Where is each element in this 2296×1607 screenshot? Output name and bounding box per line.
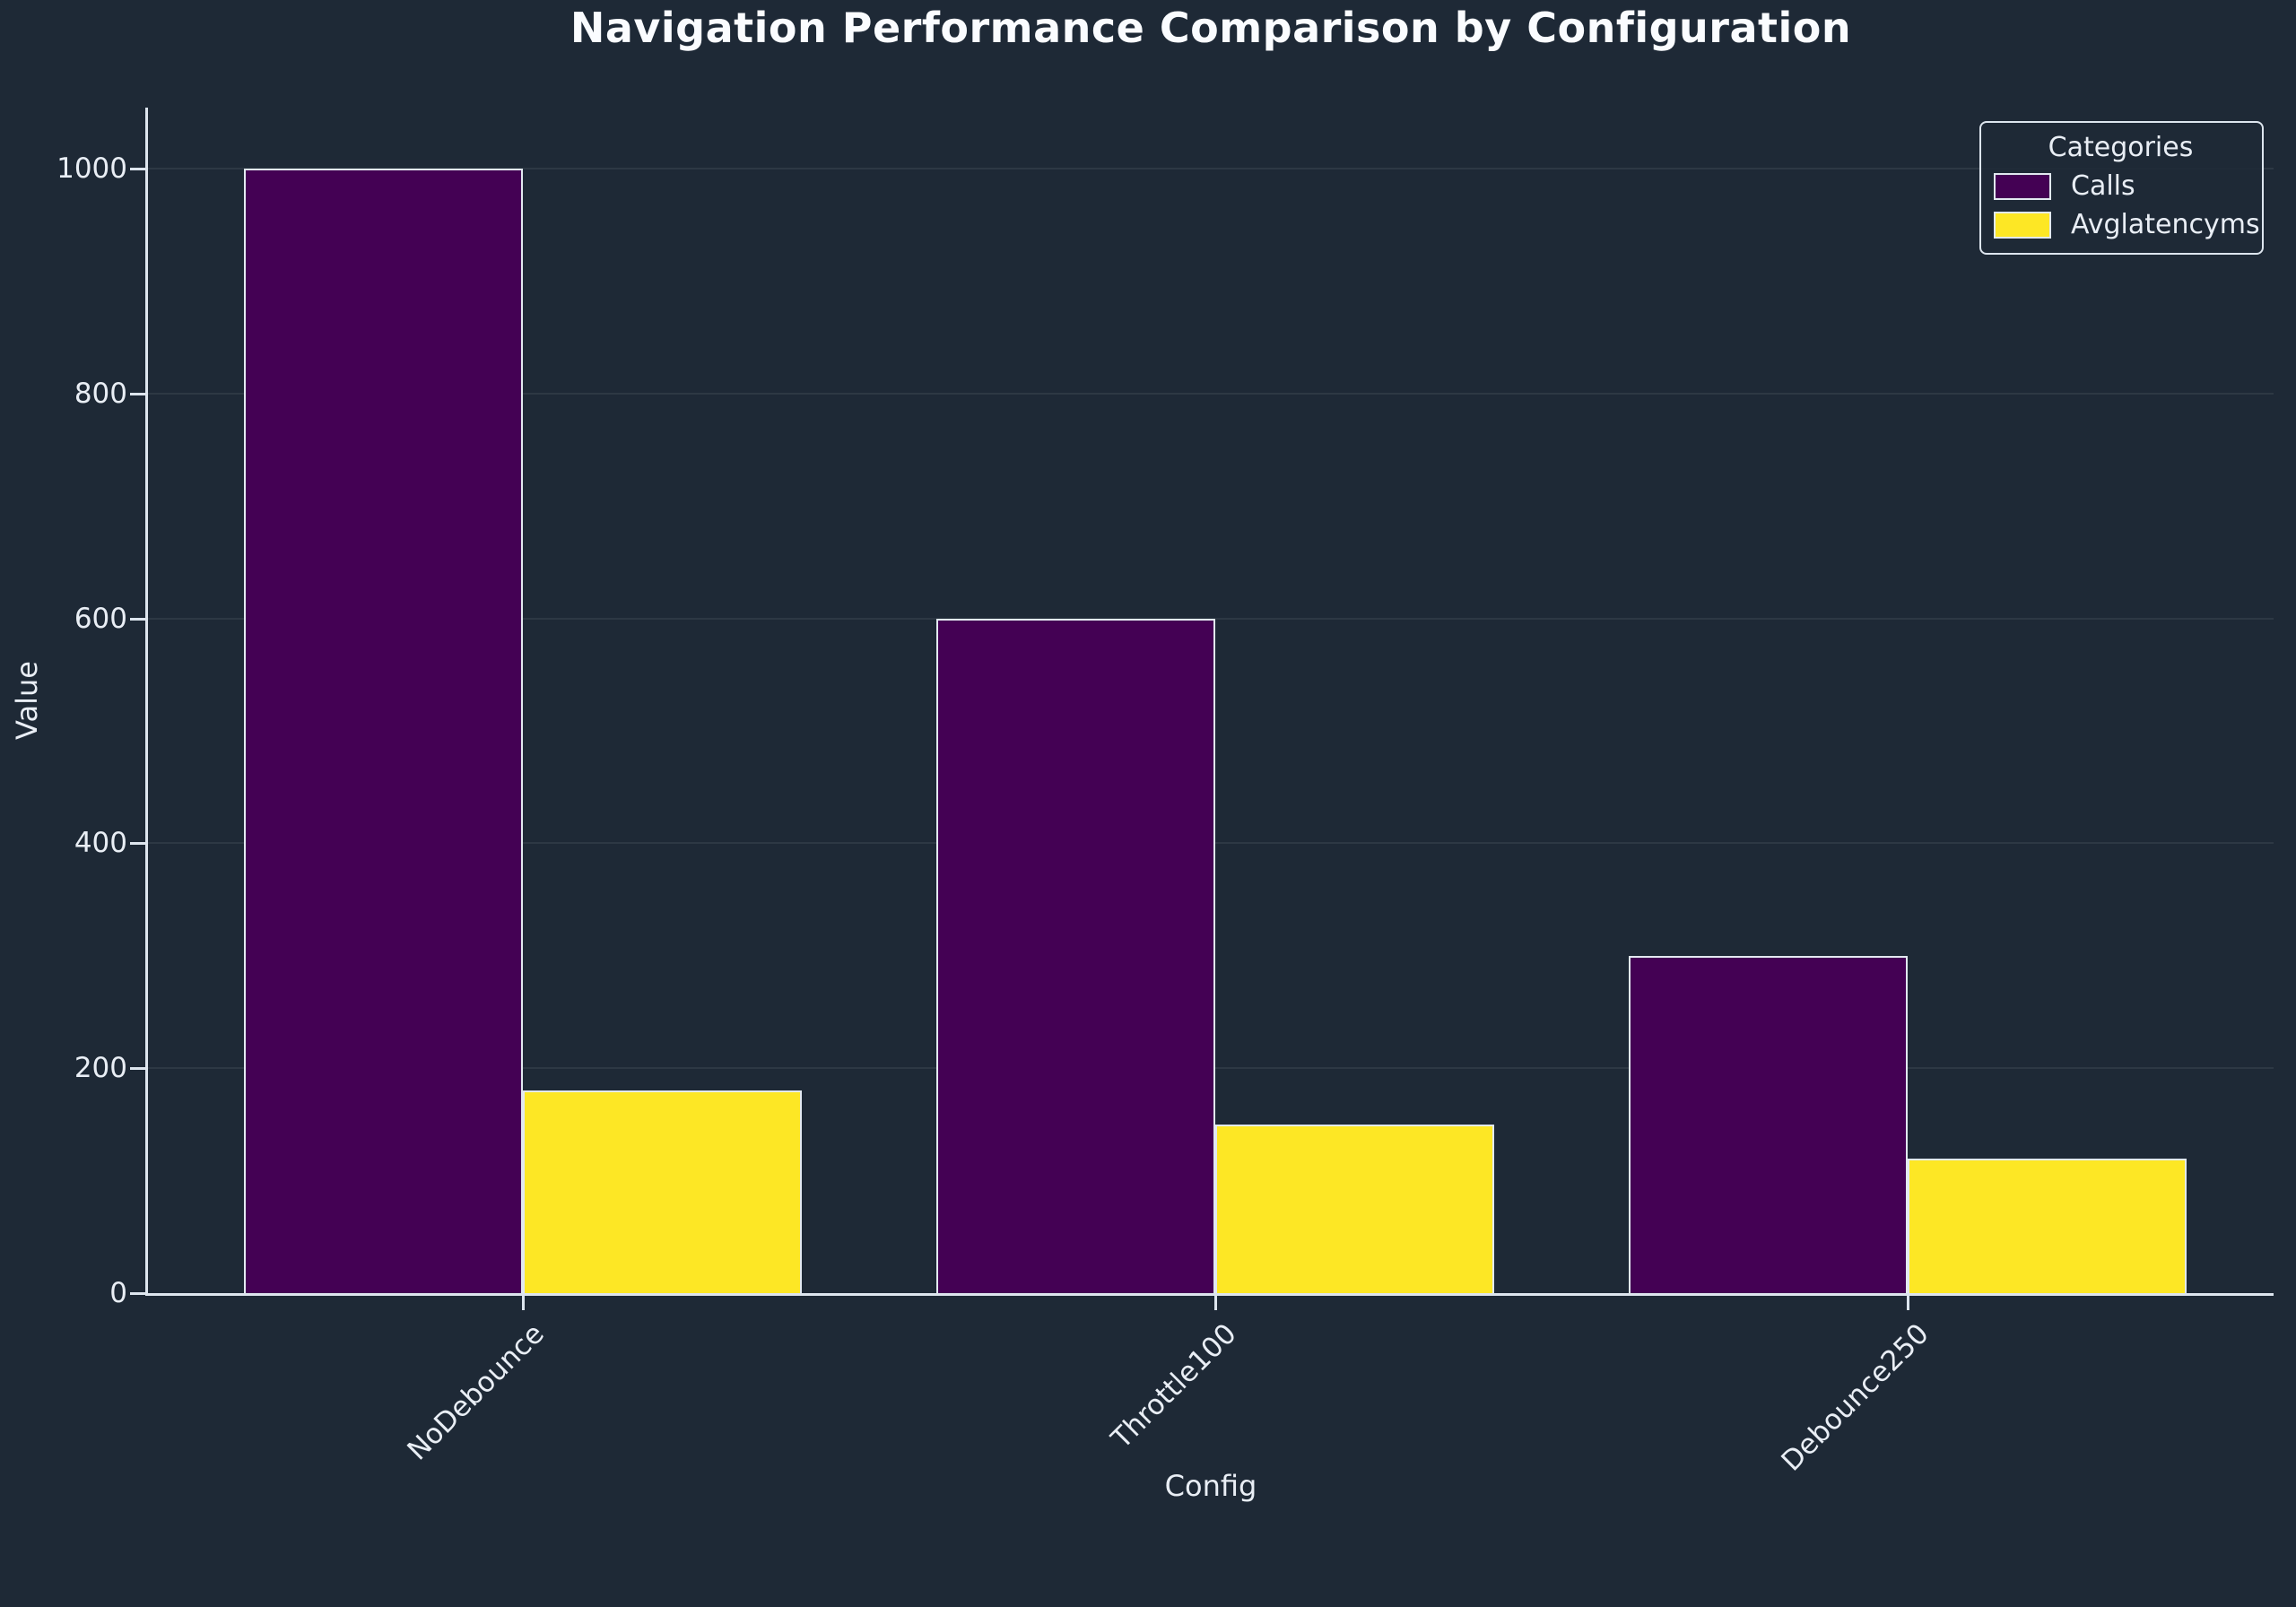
chart-title: Navigation Performance Comparison by Con… xyxy=(570,4,1852,52)
avglatencyms-swatch-icon xyxy=(1994,211,2051,239)
x-tick-nodebounce xyxy=(522,1296,525,1310)
x-tick-label-debounce250: Debounce250 xyxy=(1775,1317,1935,1478)
y-tick-label-1000: 1000 xyxy=(57,152,127,185)
y-tick-400 xyxy=(130,842,145,846)
bar-chart-figure: Navigation Performance Comparison by Con… xyxy=(10,4,2274,1503)
x-axis-label: Config xyxy=(1164,1469,1257,1503)
gridline-600 xyxy=(148,617,2274,620)
y-tick-label-600: 600 xyxy=(74,602,127,635)
legend: Categories Calls Avglatencyms xyxy=(1979,121,2264,255)
bar-avglatencyms-debounce250 xyxy=(1908,1159,2187,1293)
x-tick-throttle100 xyxy=(1214,1296,1217,1310)
gridline-1000 xyxy=(148,168,2274,169)
y-tick-label-400: 400 xyxy=(74,827,127,860)
y-tick-label-0: 0 xyxy=(109,1277,127,1309)
legend-item-label: Calls xyxy=(2071,170,2135,202)
y-tick-label-200: 200 xyxy=(74,1052,127,1085)
legend-title: Categories xyxy=(2048,132,2194,163)
x-tick-label-nodebounce: NoDebounce xyxy=(401,1317,551,1467)
x-tick-label-throttle100: Throttle100 xyxy=(1105,1317,1243,1455)
bar-calls-throttle100 xyxy=(936,619,1215,1293)
y-tick-600 xyxy=(130,617,145,621)
legend-item-avglatencyms: Avglatencyms xyxy=(1994,209,2260,240)
y-axis-label: Value xyxy=(10,661,44,740)
bar-avglatencyms-throttle100 xyxy=(1215,1125,1494,1293)
y-tick-800 xyxy=(130,392,145,395)
y-tick-0 xyxy=(130,1292,145,1295)
calls-swatch-icon xyxy=(1994,172,2051,200)
legend-item-label: Avglatencyms xyxy=(2071,209,2260,240)
bar-avglatencyms-nodebounce xyxy=(523,1090,802,1293)
x-tick-debounce250 xyxy=(1907,1296,1909,1310)
legend-item-calls: Calls xyxy=(1994,170,2248,202)
y-tick-1000 xyxy=(130,168,145,170)
plot-area: 0 200 400 600 800 1000 NoDebounce Throttle100 De… xyxy=(57,108,2274,1478)
bar-calls-debounce250 xyxy=(1629,956,1908,1293)
gridline-800 xyxy=(148,392,2274,395)
y-axis-spine xyxy=(145,108,148,1296)
bar-calls-nodebounce xyxy=(244,169,523,1293)
y-tick-label-800: 800 xyxy=(74,377,127,410)
x-axis-spine xyxy=(145,1293,2274,1296)
y-tick-200 xyxy=(130,1067,145,1071)
